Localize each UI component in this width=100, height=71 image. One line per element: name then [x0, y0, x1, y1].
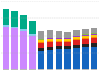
Bar [29, 34, 36, 36]
Bar [82, 38, 88, 39]
Bar [38, 40, 44, 42]
Bar [82, 35, 88, 36]
Bar [73, 48, 80, 69]
Bar [82, 44, 88, 47]
Bar [64, 69, 71, 70]
Bar [91, 37, 97, 38]
Bar [73, 36, 80, 37]
Bar [29, 21, 36, 34]
Bar [47, 50, 53, 69]
Bar [64, 41, 71, 42]
Bar [20, 29, 27, 31]
Bar [91, 38, 97, 43]
Bar [3, 69, 9, 70]
Bar [56, 39, 62, 41]
Bar [38, 39, 44, 40]
Bar [47, 38, 53, 39]
Bar [91, 43, 97, 47]
Bar [73, 37, 80, 39]
Bar [47, 30, 53, 38]
Bar [3, 25, 9, 27]
Bar [38, 31, 44, 39]
Bar [12, 27, 18, 28]
Bar [12, 11, 18, 27]
Bar [64, 32, 71, 38]
Bar [29, 69, 36, 70]
Bar [73, 30, 80, 36]
Bar [56, 49, 62, 69]
Bar [20, 15, 27, 29]
Bar [47, 41, 53, 42]
Bar [20, 69, 27, 70]
Bar [47, 69, 53, 70]
Bar [29, 36, 36, 69]
Bar [12, 28, 18, 69]
Bar [56, 42, 62, 46]
Bar [91, 33, 97, 34]
Bar [47, 47, 53, 50]
Bar [82, 34, 88, 35]
Bar [82, 29, 88, 34]
Bar [20, 31, 27, 69]
Bar [73, 40, 80, 45]
Bar [82, 39, 88, 44]
Bar [56, 69, 62, 70]
Bar [91, 47, 97, 69]
Bar [64, 39, 71, 41]
Bar [64, 42, 71, 46]
Bar [91, 34, 97, 35]
Bar [38, 42, 44, 43]
Bar [38, 43, 44, 48]
Bar [91, 28, 97, 33]
Bar [47, 39, 53, 41]
Bar [56, 38, 62, 39]
Bar [64, 38, 71, 39]
Bar [91, 69, 97, 70]
Bar [3, 27, 9, 69]
Bar [56, 46, 62, 49]
Bar [38, 48, 44, 51]
Bar [73, 69, 80, 70]
Bar [47, 42, 53, 47]
Bar [12, 69, 18, 70]
Bar [56, 41, 62, 42]
Bar [38, 69, 44, 70]
Bar [82, 47, 88, 69]
Bar [73, 45, 80, 48]
Bar [73, 39, 80, 40]
Bar [91, 35, 97, 37]
Bar [3, 9, 9, 25]
Bar [38, 51, 44, 69]
Bar [82, 36, 88, 38]
Bar [56, 31, 62, 38]
Bar [64, 49, 71, 69]
Bar [82, 69, 88, 70]
Bar [64, 46, 71, 49]
